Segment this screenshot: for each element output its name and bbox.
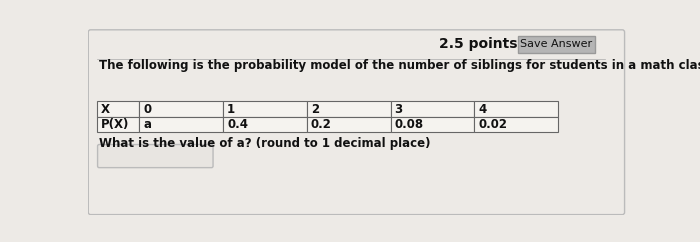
Text: 3: 3 (394, 103, 402, 116)
Bar (391, 117, 474, 132)
Text: What is the value of a? (round to 1 decimal place): What is the value of a? (round to 1 deci… (99, 137, 430, 150)
Bar (517, 36, 595, 53)
Text: 0.4: 0.4 (227, 118, 248, 131)
Bar (97, 101, 139, 117)
Bar (391, 101, 474, 117)
FancyBboxPatch shape (97, 144, 213, 168)
Text: a: a (144, 118, 151, 131)
Text: X: X (101, 103, 110, 116)
Text: 0: 0 (144, 103, 151, 116)
Bar (223, 117, 307, 132)
Text: 2: 2 (311, 103, 318, 116)
Text: 1: 1 (227, 103, 235, 116)
Text: The following is the probability model of the number of siblings for students in: The following is the probability model o… (99, 60, 700, 73)
Bar (307, 117, 391, 132)
Bar (139, 117, 223, 132)
Text: P(X): P(X) (101, 118, 129, 131)
Text: 4: 4 (478, 103, 486, 116)
Bar (307, 101, 391, 117)
Bar (474, 101, 558, 117)
Bar (474, 117, 558, 132)
Bar (97, 117, 139, 132)
Bar (139, 101, 223, 117)
Text: 2.5 points: 2.5 points (439, 38, 517, 52)
Text: 0.2: 0.2 (311, 118, 332, 131)
Text: 0.02: 0.02 (478, 118, 507, 131)
Bar (223, 101, 307, 117)
Text: 0.08: 0.08 (394, 118, 424, 131)
Text: Save Answer: Save Answer (520, 39, 592, 49)
FancyBboxPatch shape (88, 30, 624, 215)
